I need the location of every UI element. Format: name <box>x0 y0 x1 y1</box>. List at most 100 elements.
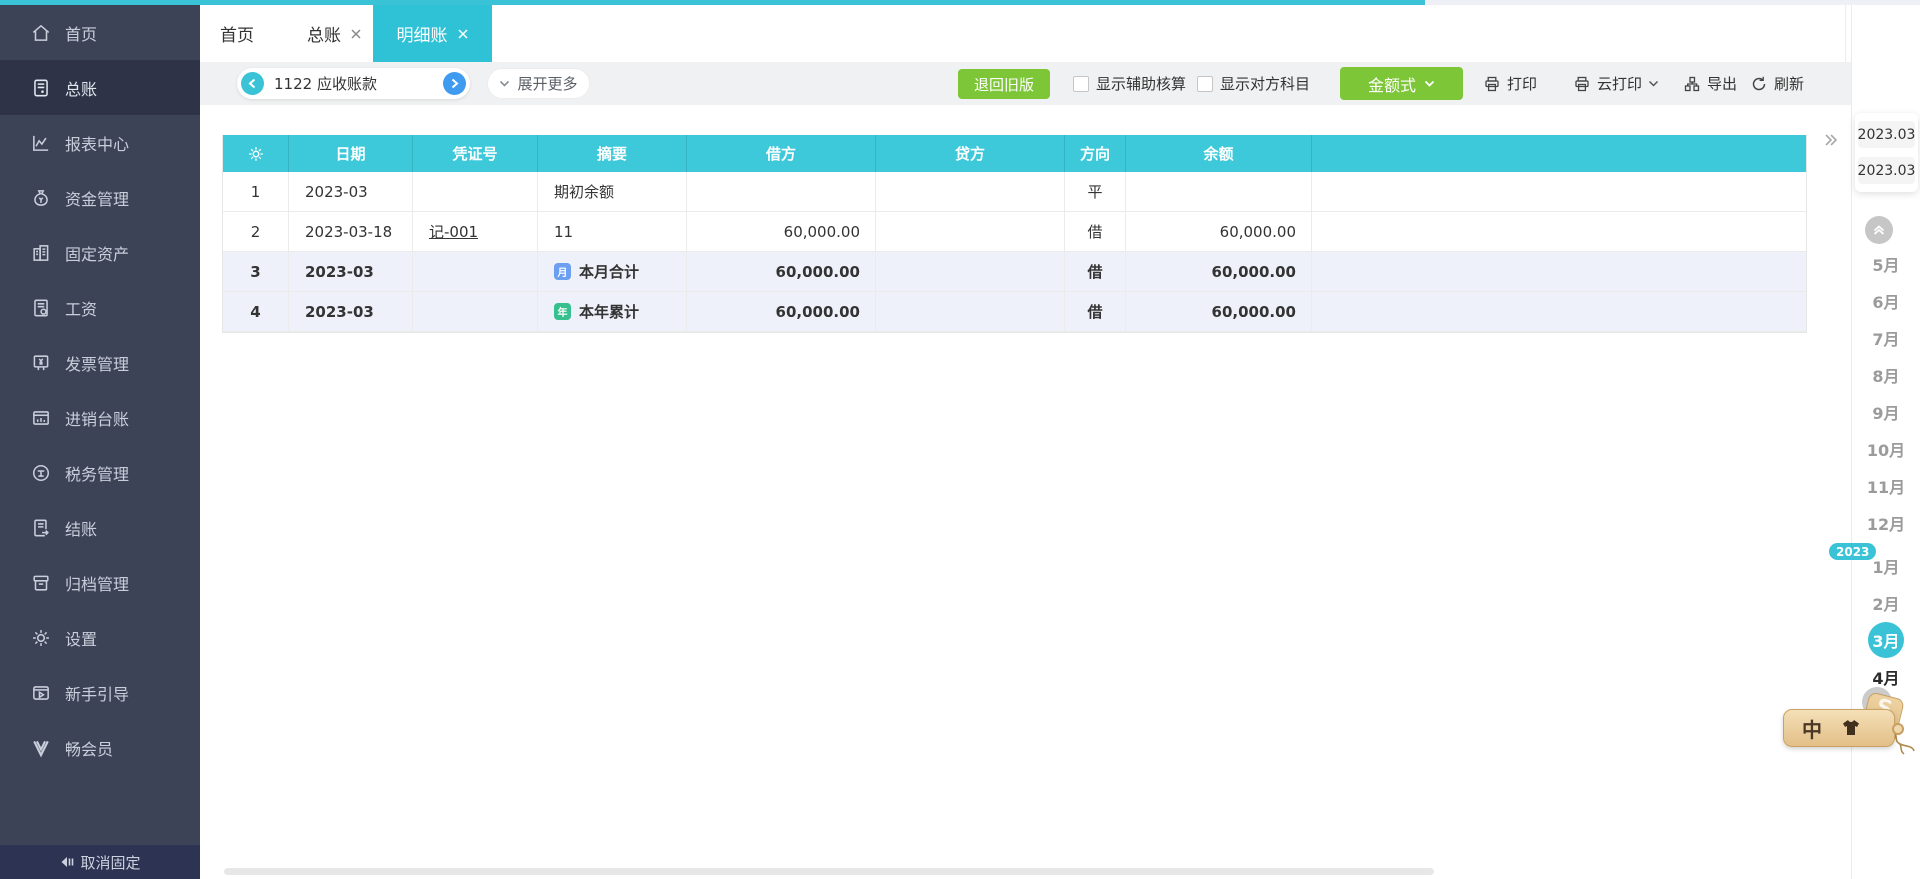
month-item[interactable]: 6月 <box>1872 292 1900 312</box>
sidebar-item-settings[interactable]: 设置 <box>0 610 200 665</box>
next-account-button[interactable] <box>443 72 466 95</box>
report-icon <box>30 132 52 154</box>
month-item[interactable]: 12月 <box>1866 514 1906 534</box>
month-item[interactable]: 11月 <box>1866 477 1906 497</box>
column-header-direction: 方向 <box>1065 135 1126 172</box>
sidebar-item-label: 畅会员 <box>65 739 114 759</box>
ime-toolbar[interactable]: 中 <box>1783 709 1895 747</box>
sidebar-item-home[interactable]: 首页 <box>0 5 200 60</box>
table-row-month-total[interactable]: 3 2023-03 月 本月合计 60,000.00 借 60,000.00 <box>223 252 1806 292</box>
chevron-down-icon <box>1424 78 1435 89</box>
current-period[interactable]: 2023.03 <box>1858 121 1915 148</box>
month-item[interactable]: 10月 <box>1866 440 1906 460</box>
sidebar-item-label: 资金管理 <box>65 189 130 209</box>
toolbar: 1122 应收账款 展开更多 退回旧版 显示辅助核算 显示对方科目 金额式 打印… <box>200 62 1851 105</box>
sidebar-item-inventory-ledger[interactable]: 进销台账 <box>0 390 200 445</box>
refresh-label: 刷新 <box>1774 75 1805 93</box>
month-item[interactable]: 4月 <box>1872 668 1900 688</box>
amount-style-dropdown[interactable]: 金额式 <box>1340 67 1463 100</box>
account-selector-value[interactable]: 1122 应收账款 <box>274 75 377 93</box>
cell-credit <box>876 212 1065 251</box>
sidebar-item-fixed-assets[interactable]: 固定资产 <box>0 225 200 280</box>
table-row[interactable]: 1 2023-03 期初余额 平 <box>223 172 1806 212</box>
cell-direction: 借 <box>1065 252 1126 291</box>
month-item-active[interactable]: 3月 <box>1852 621 1920 658</box>
column-header-debit: 借方 <box>687 135 876 172</box>
fixed-assets-icon <box>30 242 52 264</box>
close-tab-icon[interactable] <box>350 28 362 40</box>
ime-rope-decoration <box>1888 729 1916 755</box>
month-total-icon: 月 <box>554 263 571 280</box>
prev-account-button[interactable] <box>241 72 264 95</box>
double-chevron-up-icon <box>1873 225 1885 235</box>
show-auxiliary-checkbox[interactable] <box>1073 75 1089 92</box>
ime-mode-indicator[interactable]: 中 <box>1802 717 1822 742</box>
table-row-year-total[interactable]: 4 2023-03 年 本年累计 60,000.00 借 60,000.00 <box>223 292 1806 332</box>
summary-text: 本月合计 <box>579 263 640 281</box>
show-counterpart-label: 显示对方科目 <box>1220 75 1311 93</box>
sidebar-item-salary[interactable]: 工资 <box>0 280 200 335</box>
gear-icon <box>247 145 265 163</box>
chevron-down-icon <box>1648 78 1659 89</box>
column-header-empty <box>1312 135 1806 172</box>
sidebar-item-label: 设置 <box>65 629 98 649</box>
column-settings-header[interactable] <box>223 135 289 172</box>
table-header-row: 日期 凭证号 摘要 借方 贷方 方向 余额 <box>223 135 1806 172</box>
expand-more-label: 展开更多 <box>517 75 578 93</box>
show-auxiliary-label: 显示辅助核算 <box>1096 75 1187 93</box>
sidebar-item-member[interactable]: 畅会员 <box>0 720 200 775</box>
export-button[interactable]: 导出 <box>1683 62 1737 105</box>
collapse-panel-icon[interactable] <box>1822 131 1840 149</box>
month-item[interactable]: 8月 <box>1872 366 1900 386</box>
sidebar-item-archive[interactable]: 归档管理 <box>0 555 200 610</box>
cloud-print-dropdown[interactable]: 云打印 <box>1573 62 1659 105</box>
cell-empty <box>1312 172 1806 211</box>
closing-icon <box>30 517 52 539</box>
print-button[interactable]: 打印 <box>1483 62 1537 105</box>
unpin-sidebar-button[interactable]: 取消固定 <box>0 845 200 879</box>
sidebar-item-funds[interactable]: 资金管理 <box>0 170 200 225</box>
expand-more-button[interactable]: 展开更多 <box>487 68 590 99</box>
member-icon <box>30 737 52 759</box>
table-row[interactable]: 2 2023-03-18 记-001 11 60,000.00 借 60,000… <box>223 212 1806 252</box>
ime-knot-decoration <box>1892 723 1904 735</box>
cell-voucher <box>413 292 538 331</box>
sidebar-item-reports[interactable]: 报表中心 <box>0 115 200 170</box>
cell-empty <box>1312 292 1806 331</box>
sidebar-item-label: 工资 <box>65 299 98 319</box>
row-number: 3 <box>223 252 289 291</box>
column-header-date: 日期 <box>289 135 413 172</box>
cell-direction: 借 <box>1065 212 1126 251</box>
sidebar-item-closing[interactable]: 结账 <box>0 500 200 555</box>
cell-credit <box>876 292 1065 331</box>
year-total-icon: 年 <box>554 303 571 320</box>
tax-icon <box>30 462 52 484</box>
month-item[interactable]: 7月 <box>1872 329 1900 349</box>
ime-skin-icon[interactable] <box>1840 717 1862 739</box>
month-item[interactable]: 1月 <box>1872 557 1900 577</box>
scroll-months-up-button[interactable] <box>1865 216 1893 244</box>
sidebar-item-general-ledger[interactable]: 总账 <box>0 60 200 115</box>
tab-general-ledger[interactable]: 总账 <box>307 5 362 62</box>
month-item[interactable]: 9月 <box>1872 403 1900 423</box>
return-old-version-button[interactable]: 退回旧版 <box>958 69 1050 99</box>
refresh-button[interactable]: 刷新 <box>1750 62 1804 105</box>
tab-detail-ledger[interactable]: 明细账 <box>373 5 492 62</box>
month-item[interactable]: 5月 <box>1872 255 1900 275</box>
close-tab-icon[interactable] <box>457 28 469 40</box>
tab-home[interactable]: 首页 <box>220 5 254 62</box>
sidebar-item-tax[interactable]: 税务管理 <box>0 445 200 500</box>
selected-period[interactable]: 2023.03 <box>1858 157 1915 184</box>
cell-date: 2023-03 <box>289 252 413 291</box>
show-auxiliary-option: 显示辅助核算 <box>1073 62 1186 105</box>
cell-summary: 月 本月合计 <box>538 252 687 291</box>
sidebar-item-invoices[interactable]: 发票管理 <box>0 335 200 390</box>
sidebar-item-guide[interactable]: 新手引导 <box>0 665 200 720</box>
horizontal-scrollbar[interactable] <box>224 868 1434 875</box>
sidebar-item-label: 进销台账 <box>65 409 130 429</box>
show-counterpart-checkbox[interactable] <box>1197 75 1213 92</box>
inventory-ledger-icon <box>30 407 52 429</box>
voucher-link[interactable]: 记-001 <box>429 223 479 241</box>
ime-widget: S 中 <box>1783 691 1918 755</box>
month-item[interactable]: 2月 <box>1872 594 1900 614</box>
